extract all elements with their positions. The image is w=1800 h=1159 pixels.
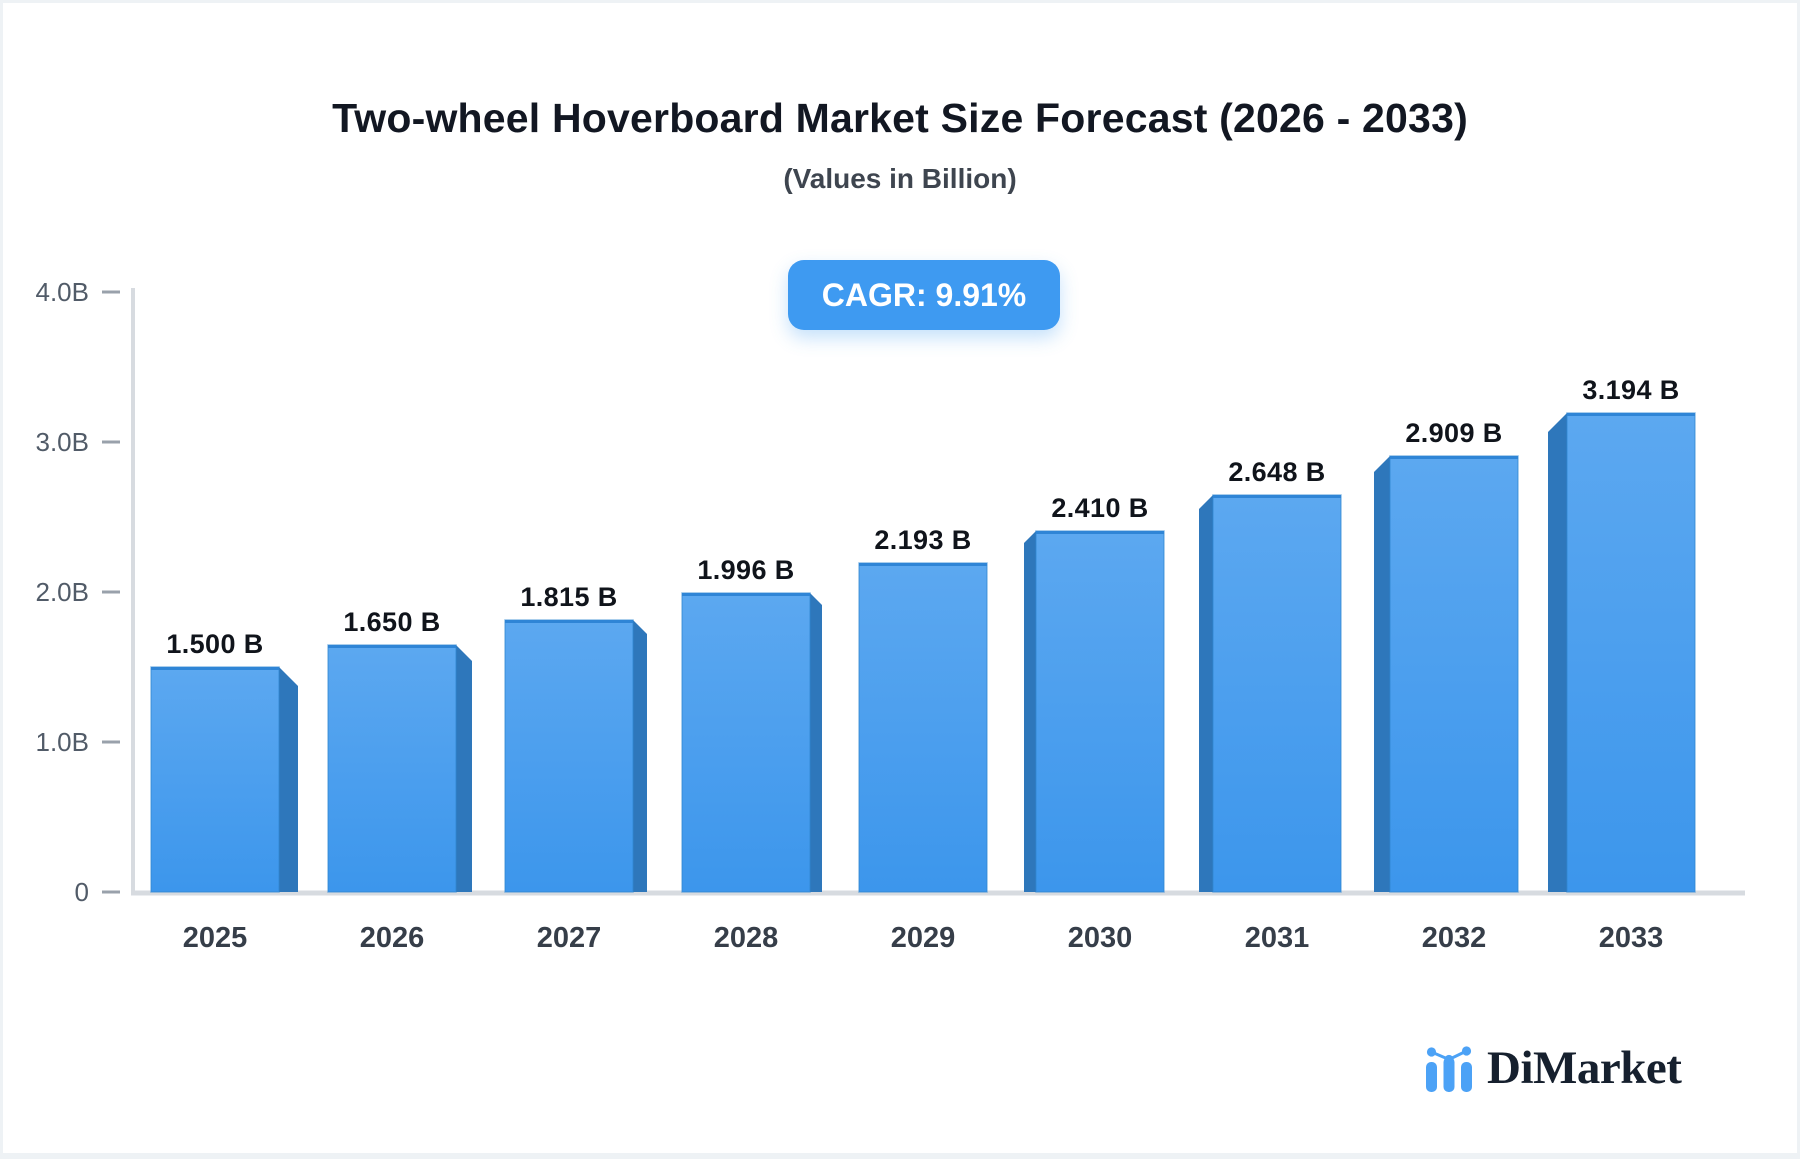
bar-top-edge-2025	[151, 667, 279, 670]
y-tick-label: 4.0B	[36, 277, 90, 307]
y-tick-label: 2.0B	[36, 577, 90, 607]
bar-value-label-2031: 2.648 B	[1228, 457, 1325, 487]
bar-side-2025	[279, 667, 298, 892]
bar-2026	[328, 645, 456, 892]
bar-2032	[1390, 456, 1518, 892]
bar-2029	[859, 563, 987, 892]
bar-top-edge-2030	[1036, 531, 1164, 534]
bar-top-edge-2029	[859, 563, 987, 566]
bar-2025	[151, 667, 279, 892]
bar-chart: 0 1.0B 2.0B 3.0B 4.0B 1.500 B 2025 1.650 B 2026…	[3, 3, 1800, 1159]
bar-side-2032	[1374, 456, 1390, 892]
x-axis-label-2031: 2031	[1245, 922, 1310, 954]
bar-value-label-2027: 1.815 B	[520, 582, 617, 612]
bar-top-edge-2027	[505, 620, 633, 623]
bars-layer: 1.500 B 2025 1.650 B 2026 1.815 B 2027 1.996 B…	[151, 375, 1695, 954]
y-tick-label: 0	[75, 877, 89, 907]
brand-name: DiMarket	[1487, 1043, 1681, 1093]
bar-side-2027	[633, 620, 647, 892]
bar-value-label-2032: 2.909 B	[1405, 418, 1502, 448]
x-axis-label-2033: 2033	[1599, 922, 1664, 954]
x-axis-label-2025: 2025	[183, 922, 248, 954]
brand-logo: DiMarket	[1424, 1041, 1681, 1093]
bar-chart-dots-icon	[1424, 1045, 1474, 1092]
x-axis-label-2027: 2027	[537, 922, 602, 954]
bar-2030	[1036, 531, 1164, 892]
bar-side-2030	[1024, 531, 1036, 892]
bar-2031	[1213, 495, 1341, 892]
bar-side-2028	[810, 593, 822, 892]
bar-side-2026	[456, 645, 472, 892]
bar-2027	[505, 620, 633, 892]
x-axis-label-2028: 2028	[714, 922, 779, 954]
bar-value-label-2028: 1.996 B	[697, 555, 794, 585]
bar-value-label-2025: 1.500 B	[166, 629, 263, 659]
bar-side-2033	[1548, 413, 1567, 892]
bar-top-edge-2031	[1213, 495, 1341, 498]
x-axis-label-2026: 2026	[360, 922, 425, 954]
x-axis-label-2030: 2030	[1068, 922, 1133, 954]
bar-top-edge-2028	[682, 593, 810, 596]
bar-2028	[682, 593, 810, 892]
x-axis-label-2032: 2032	[1422, 922, 1487, 954]
bar-value-label-2033: 3.194 B	[1582, 375, 1679, 405]
bar-top-edge-2033	[1567, 413, 1695, 416]
bar-top-edge-2032	[1390, 456, 1518, 459]
bar-value-label-2029: 2.193 B	[874, 525, 971, 555]
bar-2033	[1567, 413, 1695, 892]
x-axis-label-2029: 2029	[891, 922, 956, 954]
y-tick-label: 1.0B	[36, 727, 90, 757]
bar-value-label-2026: 1.650 B	[343, 607, 440, 637]
y-tick-label: 3.0B	[36, 427, 90, 457]
bar-top-edge-2026	[328, 645, 456, 648]
chart-card: Two-wheel Hoverboard Market Size Forecas…	[3, 3, 1797, 1153]
bar-side-2031	[1199, 495, 1213, 892]
bar-value-label-2030: 2.410 B	[1051, 493, 1148, 523]
